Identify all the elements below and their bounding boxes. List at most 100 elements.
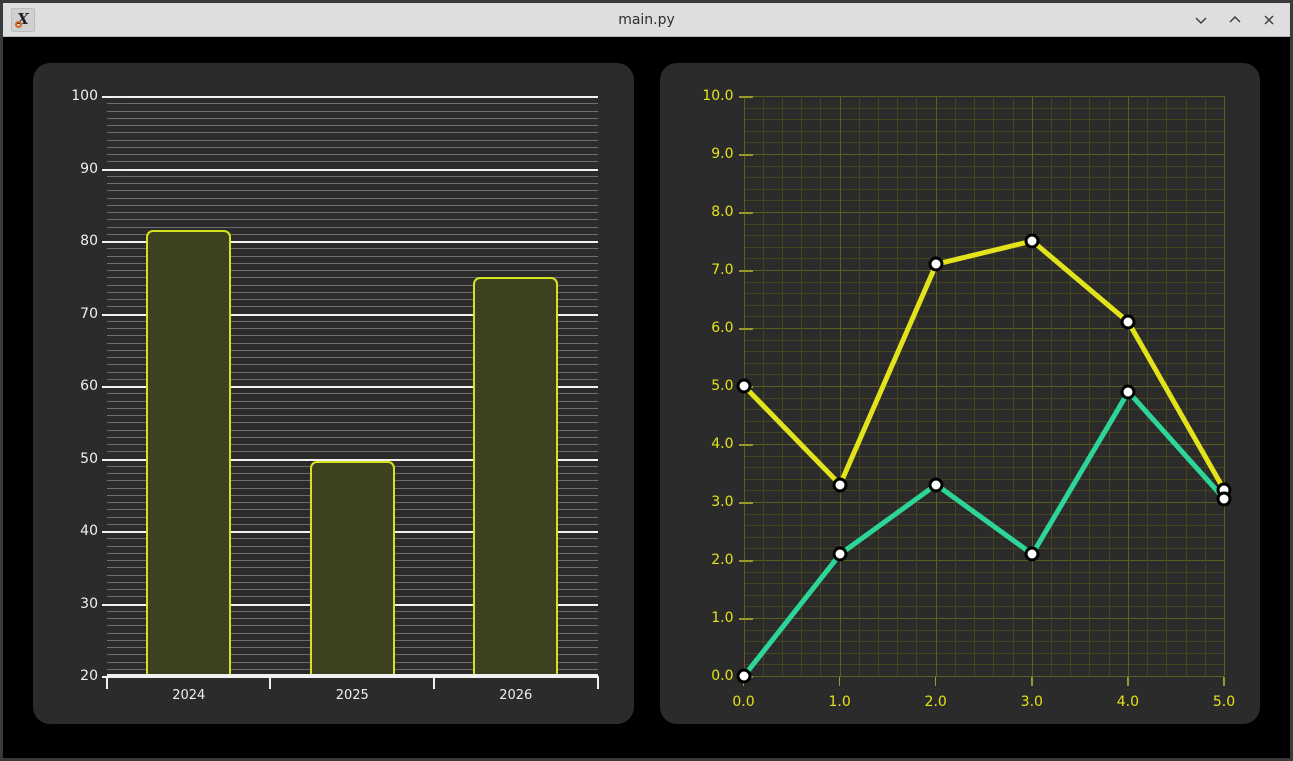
gridline-minor-v [801,96,803,676]
bar-y-tick-label: 50 [80,451,124,467]
line-chart-series [741,238,1227,679]
line-x-tick-label: 1.0 [828,694,851,710]
gridline-minor-h [743,629,1224,631]
title-bar[interactable]: X main.py [3,3,1290,37]
line-y-tick-label: 6.0 [711,320,753,336]
gridline-minor [107,277,598,279]
line-x-tick-mark [1223,677,1225,686]
close-button[interactable] [1256,7,1282,33]
bar-y-tick-mark [102,96,124,98]
data-point-marker [736,378,751,394]
gridline-minor-v [1089,96,1091,676]
bar-y-tick-mark [102,531,124,533]
bar-x-tick-mark [432,676,435,689]
gridline-minor-h [743,351,1224,353]
gridline-minor [107,393,598,395]
gridline-minor [107,378,598,380]
gridline-minor [107,204,598,206]
gridline-minor-v [1051,96,1053,676]
gridline-minor-v [1070,96,1072,676]
gridline-minor [107,364,598,366]
gridline-minor [107,371,598,373]
gridline-minor [107,299,598,300]
gridline-major-h [743,502,1224,503]
gridline-minor [107,146,598,148]
line-y-tick-label: 3.0 [711,494,753,510]
gridline-major-h [743,444,1224,445]
gridline-minor [107,139,598,141]
gridline-minor-v [1185,96,1187,676]
bar-chart-plot-area: 20 30 40 50 60 70 80 90 100 2024 2025 2026 [71,88,599,703]
gridline-minor [107,320,598,322]
gridline-minor-h [743,107,1224,109]
line-y-tick-label: 8.0 [711,204,753,220]
line-x-tick-label: 3.0 [1020,694,1043,710]
data-point-marker [1120,314,1136,330]
line-y-tick-mark [738,560,753,562]
bar-y-tick-label: 80 [80,233,124,249]
gridline-major [107,241,598,243]
line-y-tick-label: 2.0 [711,552,753,568]
gridline-minor-v [897,96,899,676]
gridline-minor-h [743,246,1224,248]
line-chart-plot-area: 0.0 1.0 2.0 3.0 4.0 5.0 6.0 7.0 8.0 9.0 10.0 0.0 1.… [702,88,1235,710]
gridline-major-h [743,386,1224,387]
gridline-minor-h [743,142,1224,144]
gridline-minor-h [743,467,1224,469]
bar-chart-panel: 20 30 40 50 60 70 80 90 100 2024 2025 2026 [33,63,634,724]
gridline-major-h [743,618,1224,619]
gridline-major-v [1224,96,1225,676]
gridline-minor-v [974,96,976,676]
gridline-major-h [743,328,1224,329]
line-x-tick-label: 5.0 [1212,694,1236,710]
data-point-marker [832,546,848,562]
gridline-minor-h [743,223,1224,225]
minimize-button[interactable] [1188,7,1214,33]
bar-y-tick-mark [102,603,124,606]
gridline-minor [107,422,598,424]
gridline-minor-h [743,281,1224,283]
line-x-tick-mark [934,677,937,686]
gridline-minor [107,436,598,438]
gridline-minor-h [743,548,1224,550]
gridline-minor-h [743,432,1224,434]
bar-y-tick-mark [102,386,124,388]
bar-y-tick-label: 90 [80,161,124,177]
bar-x-tick-label: 2026 [499,688,533,703]
gridline-minor-h [743,525,1224,527]
gridline-minor-h [743,536,1224,538]
gridline-minor-v [954,96,956,676]
gridline-minor-h [743,409,1224,411]
gridline-minor [107,335,598,337]
maximize-button[interactable] [1222,7,1248,33]
line-y-tick-mark [738,328,753,330]
line-y-tick-label: 9.0 [711,146,753,162]
bar-y-tick-mark [102,458,124,461]
gridline-minor [107,262,598,264]
gridline-minor [107,212,598,213]
gridline-minor-h [743,571,1224,573]
gridline-major-h [743,154,1224,155]
line-y-tick-mark [738,212,753,214]
line-y-tick-mark [738,154,753,156]
line-x-tick-mark [1031,677,1033,686]
gridline-major-h [743,96,1224,97]
gridline-minor-h [743,664,1224,666]
gridline-minor [107,328,598,329]
line-y-tick-label: 7.0 [711,262,753,278]
gridline-minor-h [743,397,1224,399]
line-chart-panel: 0.0 1.0 2.0 3.0 4.0 5.0 6.0 7.0 8.0 9.0 10.0 0.0 1.… [659,63,1260,724]
gridline-minor [107,400,598,402]
gridline-minor [107,132,598,134]
line-x-tick-mark [838,677,841,686]
gridline-minor-h [743,362,1224,364]
gridline-minor-v [858,96,860,676]
line-y-tick-mark [738,502,753,504]
bar-x-tick-mark [269,676,272,689]
gridline-minor [107,233,598,235]
bar [473,277,559,676]
line-x-tick-mark [1127,677,1129,686]
gridline-minor-v [878,96,880,676]
bar-y-tick-label: 100 [71,88,124,104]
